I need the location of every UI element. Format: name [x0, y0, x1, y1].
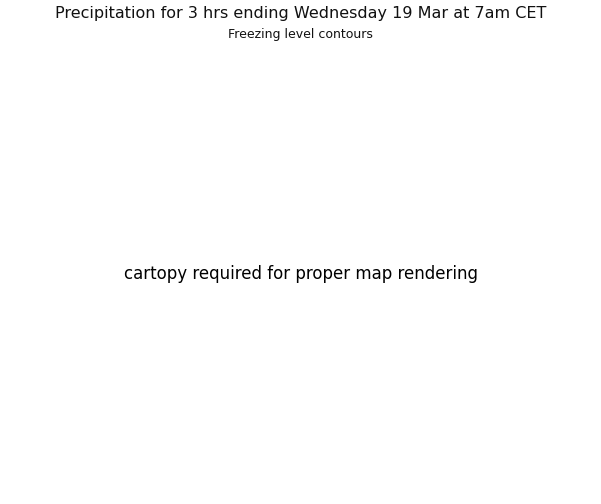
Text: Precipitation for 3 hrs ending Wednesday 19 Mar at 7am CET: Precipitation for 3 hrs ending Wednesday…: [55, 6, 546, 21]
Text: Freezing level contours: Freezing level contours: [228, 28, 373, 41]
Text: cartopy required for proper map rendering: cartopy required for proper map renderin…: [123, 265, 478, 283]
